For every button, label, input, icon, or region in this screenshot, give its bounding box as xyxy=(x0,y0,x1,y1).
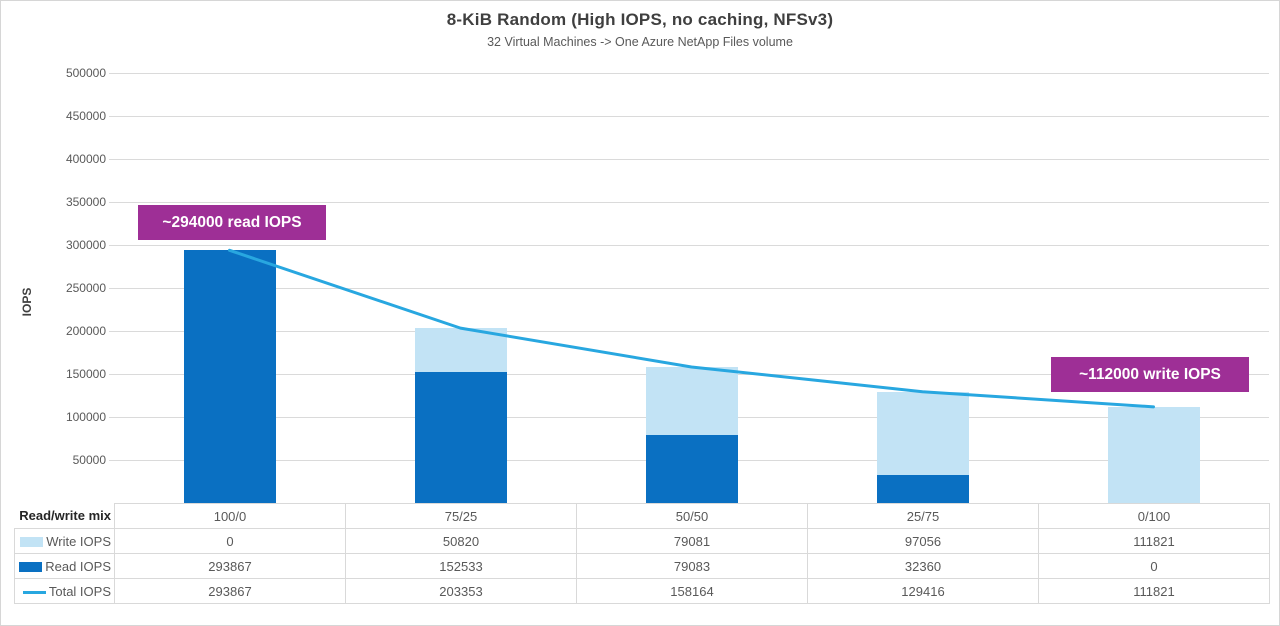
bar-read-segment xyxy=(876,475,969,503)
y-axis-labels: 500000 450000 400000 350000 300000 250000 2000… xyxy=(1,1,106,521)
annotation-read-iops: ~294000 read IOPS xyxy=(138,205,326,240)
legend-total-iops-swatch xyxy=(22,590,46,594)
y-tick-label: 300000 xyxy=(65,238,106,252)
table-row-write-iops: Write IOPS 0 50820 79081 97056 111821 xyxy=(14,528,1270,554)
value-cell: 293867 xyxy=(114,578,346,604)
y-tick-label: 100000 xyxy=(65,410,106,424)
y-tick-label: 450000 xyxy=(65,109,106,123)
y-tick-label: 150000 xyxy=(65,367,106,381)
value-cell: 111821 xyxy=(1038,528,1270,554)
value-cell: 293867 xyxy=(114,553,346,579)
value-cell: 0/100 xyxy=(1038,503,1270,529)
gridline xyxy=(109,72,1269,74)
value-cell: 79081 xyxy=(576,528,808,554)
y-tick-label: 350000 xyxy=(65,195,106,209)
row-label-legend-total-iops: Total IOPS xyxy=(14,578,115,604)
total-iops-polyline xyxy=(228,248,1155,409)
gridline xyxy=(109,244,1269,246)
value-cell: 111821 xyxy=(1038,578,1270,604)
legend-write-iops-swatch xyxy=(20,536,44,547)
row-label-readwrite-mix: Read/write mix xyxy=(14,503,115,529)
y-tick-label: 250000 xyxy=(65,281,106,295)
row-label-legend-read-iops: Read IOPS xyxy=(14,553,115,579)
bar-read-segment xyxy=(183,250,276,503)
chart-subtitle: 32 Virtual Machines -> One Azure NetApp … xyxy=(487,35,793,49)
value-cell: 25/75 xyxy=(807,503,1039,529)
bar-write-segment xyxy=(1107,406,1200,503)
table-body: Read/write mix 100/0 75/25 50/50 25/75 0/100 W… xyxy=(14,503,1270,604)
y-tick-label: 200000 xyxy=(65,324,106,338)
gridline xyxy=(109,330,1269,332)
total-iops-line xyxy=(228,248,1155,409)
value-cell: 158164 xyxy=(576,578,808,604)
bar-write-segment xyxy=(414,328,507,372)
value-cell: 0 xyxy=(1038,553,1270,579)
value-cell: 79083 xyxy=(576,553,808,579)
gridline xyxy=(109,115,1269,117)
value-cell: 203353 xyxy=(345,578,577,604)
value-cell: 152533 xyxy=(345,553,577,579)
table-row-read-iops: Read IOPS 293867 152533 79083 32360 0 xyxy=(14,553,1270,579)
y-tick-label: 50000 xyxy=(72,453,106,467)
value-cell: 129416 xyxy=(807,578,1039,604)
gridline xyxy=(109,201,1269,203)
bar-read-segment xyxy=(414,371,507,503)
value-cell: 97056 xyxy=(807,528,1039,554)
table-row-total-iops: Total IOPS 293867 203353 158164 129416 111821 xyxy=(14,578,1270,604)
chart-title: 8-KiB Random (High IOPS, no caching, NFS… xyxy=(446,10,834,29)
value-cell: 50820 xyxy=(345,528,577,554)
bar-write-segment xyxy=(645,367,738,435)
row-label-legend-write-iops: Write IOPS xyxy=(14,528,115,554)
value-cell: 100/0 xyxy=(114,503,346,529)
bar-write-segment xyxy=(876,391,969,476)
gridline xyxy=(109,158,1269,160)
value-cell: 0 xyxy=(114,528,346,554)
y-tick-label: 400000 xyxy=(65,152,106,166)
table-row-categories: Read/write mix 100/0 75/25 50/50 25/75 0/100 xyxy=(14,503,1270,529)
annotation-write-iops: ~112000 write IOPS xyxy=(1051,357,1249,392)
bar-read-segment xyxy=(645,435,738,503)
y-tick-label: 500000 xyxy=(65,66,106,80)
value-cell: 32360 xyxy=(807,553,1039,579)
gridline xyxy=(109,287,1269,289)
value-cell: 50/50 xyxy=(576,503,808,529)
legend-read-iops-swatch xyxy=(19,561,43,572)
value-cell: 75/25 xyxy=(345,503,577,529)
data-table: Read/write mix 100/0 75/25 50/50 25/75 0/100 W… xyxy=(14,503,1270,604)
plot-area xyxy=(109,72,1269,503)
